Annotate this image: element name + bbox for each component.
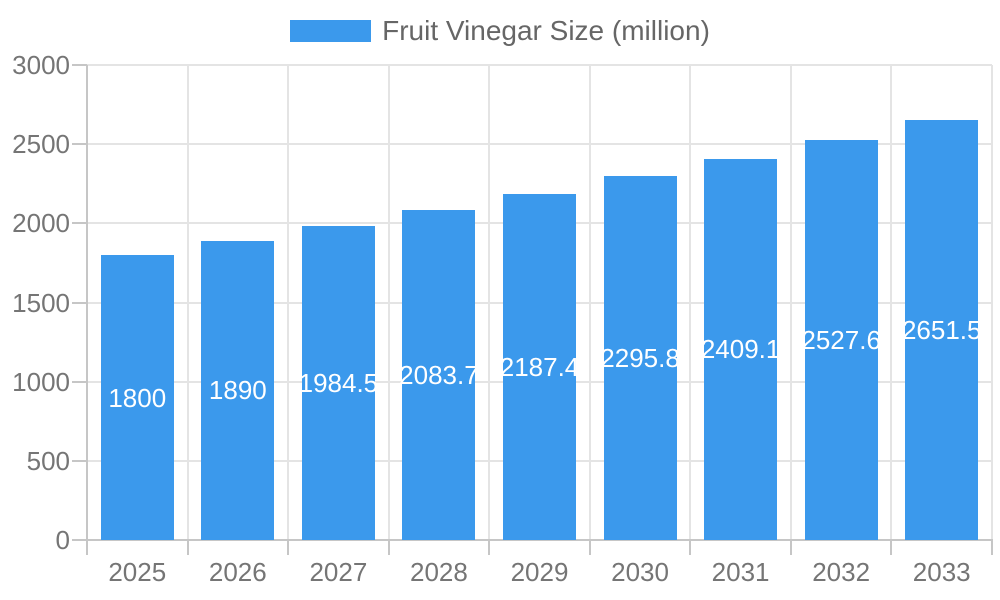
bar-value-label: 2295.8 (600, 343, 680, 374)
gridline-horizontal (87, 64, 992, 66)
bar-2025[interactable] (100, 255, 174, 540)
gridline-vertical (387, 65, 390, 540)
bar-2030[interactable] (603, 176, 677, 540)
gridline-vertical (588, 65, 591, 540)
x-axis-tick (488, 540, 491, 555)
bar-2028[interactable] (402, 210, 476, 540)
gridline-horizontal (87, 143, 992, 146)
y-axis-tick (72, 143, 87, 146)
x-axis-label: 2026 (208, 557, 267, 587)
legend-label: Fruit Vinegar Size (million) (382, 15, 710, 46)
bar-value-label: 1890 (208, 375, 267, 406)
x-axis-tick (86, 540, 88, 555)
bar-value-label: 2409.1 (700, 334, 781, 365)
bar-value-label: 2083.7 (399, 360, 479, 391)
x-axis-label: 2032 (812, 557, 871, 587)
y-axis-tick (72, 64, 87, 66)
x-axis-tick (588, 540, 591, 555)
legend-swatch-icon (290, 20, 372, 42)
y-axis-tick (72, 222, 87, 225)
bar-value-label: 2651.5 (901, 315, 982, 346)
gridline-vertical (991, 65, 993, 540)
y-axis-label: 2500 (12, 129, 70, 160)
x-axis-tick (890, 540, 893, 555)
x-axis-label: 2033 (912, 557, 971, 587)
bar-value-label: 2527.6 (801, 324, 881, 355)
legend[interactable]: Fruit Vinegar Size (million) (0, 16, 1000, 46)
x-axis-label: 2027 (309, 557, 368, 587)
x-axis-line (86, 539, 993, 541)
y-axis-label: 2000 (12, 208, 70, 239)
x-axis-tick (789, 540, 792, 555)
bar-2031[interactable] (704, 158, 778, 540)
y-axis-label: 500 (26, 445, 70, 476)
bar-value-label: 1800 (108, 382, 167, 413)
y-axis-label: 0 (55, 525, 70, 555)
y-axis-line (86, 65, 88, 540)
x-axis-label: 2030 (611, 557, 669, 587)
bar-2027[interactable] (301, 225, 375, 540)
x-axis-tick (387, 540, 390, 555)
y-axis-tick (72, 301, 87, 304)
y-axis-tick (72, 539, 87, 541)
gridline-vertical (186, 65, 189, 540)
y-axis-label: 1500 (12, 287, 70, 318)
bar-2026[interactable] (201, 240, 275, 540)
x-axis-tick (991, 540, 993, 555)
gridline-vertical (890, 65, 893, 540)
bar-2033[interactable] (905, 120, 979, 540)
bar-value-label: 2187.4 (499, 351, 580, 382)
gridline-vertical (287, 65, 290, 540)
bar-2032[interactable] (804, 139, 878, 540)
y-axis-label: 1000 (12, 366, 70, 397)
x-axis-label: 2025 (108, 557, 167, 587)
y-axis-tick (72, 380, 87, 383)
bar-value-label: 1984.5 (298, 367, 379, 398)
gridline-vertical (689, 65, 692, 540)
y-axis-label: 3000 (12, 50, 70, 80)
bar-2029[interactable] (503, 193, 576, 540)
x-axis-label: 2028 (410, 557, 468, 587)
y-axis-tick (72, 459, 87, 462)
x-axis-tick (287, 540, 290, 555)
x-axis-tick (689, 540, 692, 555)
x-axis-tick (186, 540, 189, 555)
gridline-vertical (488, 65, 491, 540)
gridline-vertical (789, 65, 792, 540)
x-axis-label: 2031 (711, 557, 770, 587)
x-axis-label: 2029 (510, 557, 569, 587)
